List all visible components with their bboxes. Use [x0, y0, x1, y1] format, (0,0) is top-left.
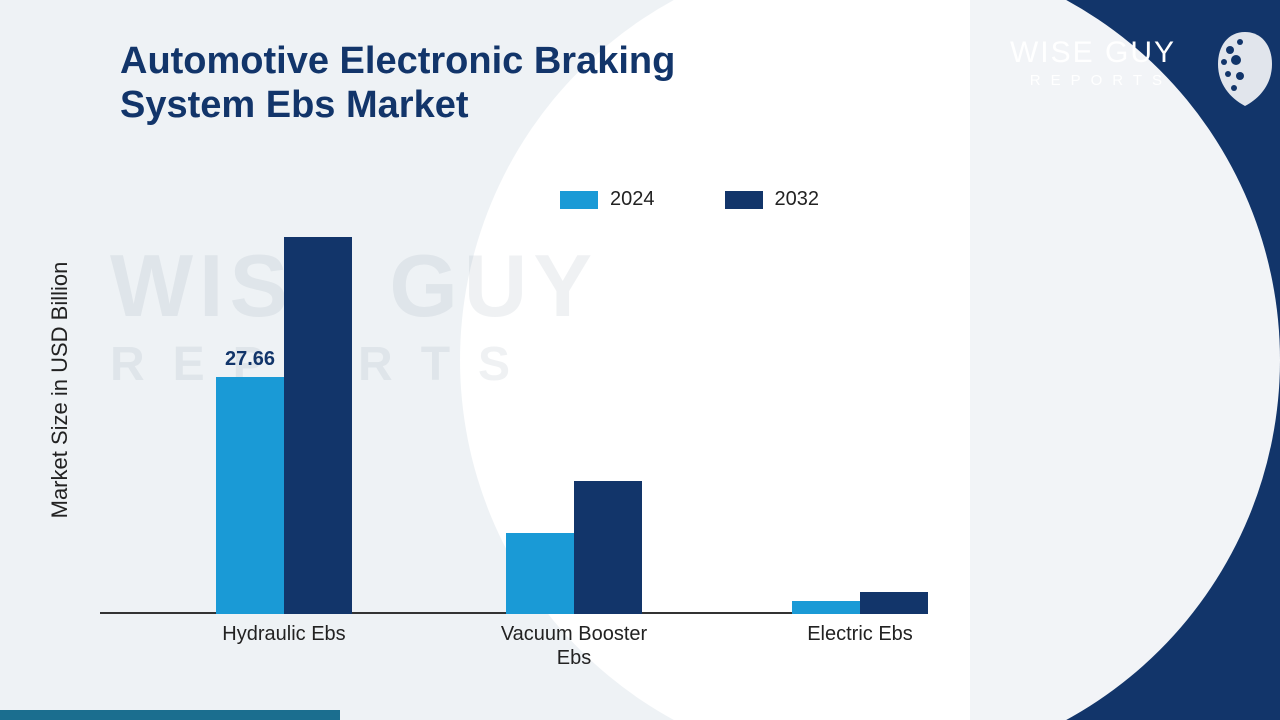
category-label: Vacuum Booster Ebs [484, 622, 664, 670]
brand-head-icon [1210, 30, 1280, 108]
bar [792, 601, 860, 614]
brand-logo: WISE GUY REPORTS [916, 38, 1176, 89]
bar [216, 377, 284, 614]
legend-label-2024: 2024 [610, 188, 655, 211]
legend: 2024 2032 [560, 188, 819, 211]
plot-area: Hydraulic EbsVacuum Booster EbsElectric … [100, 220, 920, 614]
bar [284, 237, 352, 614]
bottom-strip [0, 710, 340, 720]
bar [860, 592, 928, 614]
legend-item-2032: 2032 [725, 188, 820, 211]
category-label: Hydraulic Ebs [194, 622, 374, 646]
legend-item-2024: 2024 [560, 188, 655, 211]
bar [574, 481, 642, 614]
legend-label-2032: 2032 [775, 188, 820, 211]
brand-main: WISE GUY [916, 38, 1176, 68]
chart-title: Automotive Electronic Braking System Ebs… [120, 40, 740, 127]
brand-sub: REPORTS [916, 72, 1176, 89]
y-axis-label: Market Size in USD Billion [47, 262, 73, 519]
category-label: Electric Ebs [770, 622, 950, 646]
legend-swatch-2024 [560, 191, 598, 209]
chart-canvas: WISE GUY REPORTS WISE GUY REPORTS Automo… [0, 0, 1280, 720]
legend-swatch-2032 [725, 191, 763, 209]
value-label: 27.66 [200, 348, 300, 371]
bar [506, 533, 574, 614]
